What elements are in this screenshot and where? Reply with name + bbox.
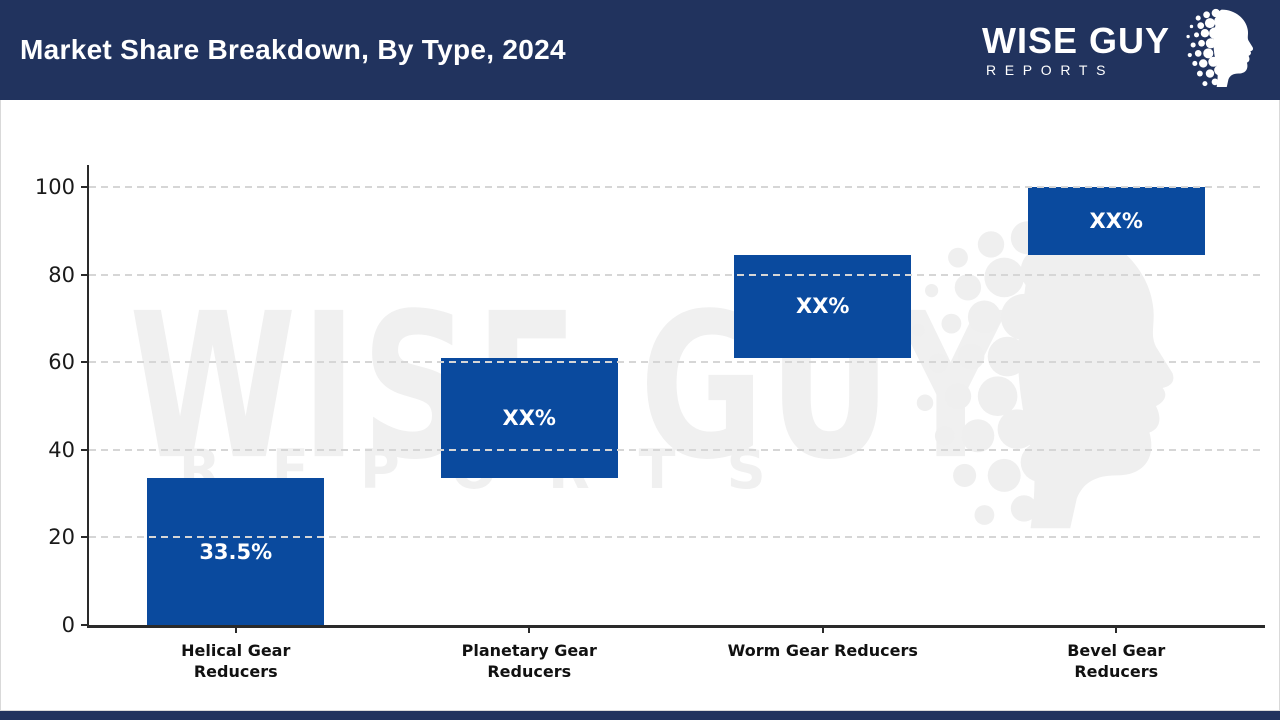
logo-subtitle: REPORTS [985, 61, 1115, 78]
category-label-line: Reducers [487, 661, 572, 681]
gridline [89, 186, 1263, 188]
bar-value-label: XX% [796, 294, 850, 319]
x-axis-category-label: Worm Gear Reducers [708, 641, 938, 662]
y-tick-mark [81, 186, 89, 188]
chart-area: WISE GUY REPORTS 33.5%Helical GearReduce… [0, 100, 1280, 711]
bar-value-label: 33.5% [199, 539, 273, 564]
bar-value-label: XX% [1089, 208, 1143, 233]
gridline [89, 536, 1263, 539]
y-tick-label: 80 [48, 262, 75, 287]
category-label-line: Reducers [193, 661, 278, 681]
x-axis-line [87, 625, 1265, 628]
y-tick-label: 0 [61, 613, 75, 637]
y-tick-mark [81, 448, 89, 451]
x-axis-category-label: Bevel Gear Reducers [1001, 641, 1231, 683]
bar-value-label: XX% [502, 406, 556, 431]
x-axis-category-label: Helical Gear Reducers [121, 641, 351, 683]
x-tick-mark [1115, 625, 1118, 633]
bar-segment: XX% [1027, 187, 1205, 255]
y-tick-mark [81, 361, 89, 364]
gridline [89, 448, 1263, 451]
category-label-line: Planetary Gear [461, 641, 597, 660]
category-label-line: Bevel Gear [1067, 641, 1166, 660]
x-tick-mark [234, 625, 237, 633]
gridline [89, 273, 1263, 276]
category-label-line: Worm Gear Reducers [727, 641, 918, 660]
y-axis-line [87, 165, 89, 628]
bar-segment: 33.5% [147, 478, 325, 625]
x-axis-category-label: Planetary Gear Reducers [414, 641, 644, 683]
y-tick-label: 100 [34, 175, 75, 199]
x-tick-mark [821, 625, 824, 633]
y-tick-label: 40 [48, 437, 75, 462]
header-banner: Market Share Breakdown, By Type, 2024 WI… [0, 0, 1280, 100]
y-tick-mark [81, 273, 89, 276]
category-label-line: Reducers [1074, 661, 1159, 681]
category-label-line: Helical Gear [181, 641, 291, 660]
bar-segment: XX% [440, 357, 618, 479]
y-tick-label: 60 [48, 350, 75, 375]
dotted-head-logo-icon [1186, 8, 1254, 87]
y-tick-mark [81, 536, 89, 539]
y-tick-mark [81, 624, 89, 626]
wise-guy-logo: WISE GUY REPORTS [982, 8, 1258, 92]
bar-segment: XX% [734, 254, 912, 358]
logo-wordmark: WISE GUY [981, 19, 1170, 61]
y-tick-label: 20 [48, 525, 75, 550]
gridline [89, 361, 1263, 364]
footer-bar [0, 711, 1280, 720]
x-tick-mark [528, 625, 531, 633]
page-title: Market Share Breakdown, By Type, 2024 [20, 34, 566, 65]
